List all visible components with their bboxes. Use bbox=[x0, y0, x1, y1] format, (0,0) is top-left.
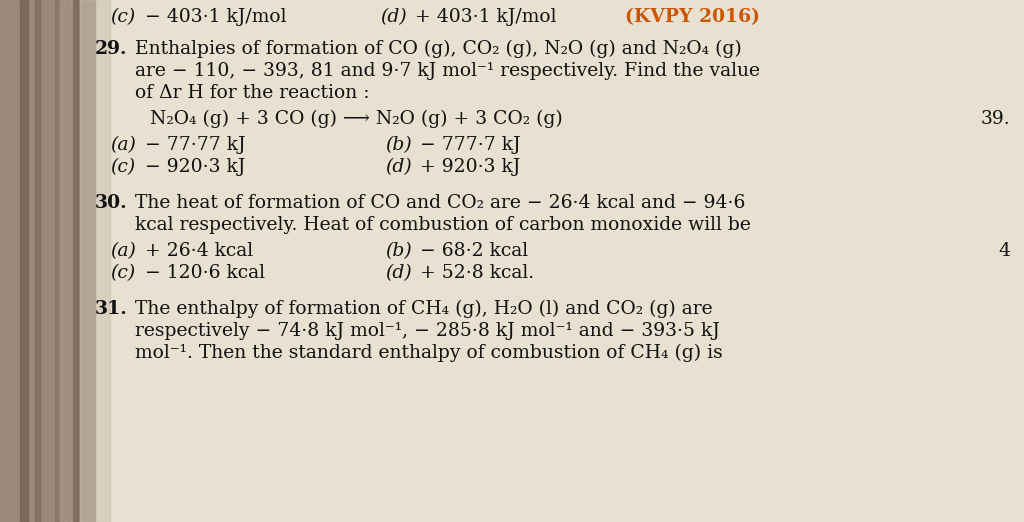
Text: kcal respectively. Heat of combustion of carbon monoxide will be: kcal respectively. Heat of combustion of… bbox=[135, 216, 751, 234]
Text: respectively − 74·8 kJ mol⁻¹, − 285·8 kJ mol⁻¹ and − 393·5 kJ: respectively − 74·8 kJ mol⁻¹, − 285·8 kJ… bbox=[135, 322, 720, 340]
Text: − 68·2 kcal: − 68·2 kcal bbox=[420, 242, 528, 260]
Text: (KVPY 2016): (KVPY 2016) bbox=[625, 8, 760, 26]
Text: − 77·77 kJ: − 77·77 kJ bbox=[145, 136, 246, 154]
Text: (a): (a) bbox=[110, 136, 136, 154]
Text: 30.: 30. bbox=[95, 194, 128, 212]
Bar bbox=[35, 0, 40, 522]
Text: (c): (c) bbox=[110, 158, 135, 176]
Text: 29.: 29. bbox=[95, 40, 128, 58]
Bar bbox=[0, 0, 95, 522]
Bar bbox=[72, 0, 78, 522]
Text: (a): (a) bbox=[110, 242, 136, 260]
Text: mol⁻¹. Then the standard enthalpy of combustion of CH₄ (g) is: mol⁻¹. Then the standard enthalpy of com… bbox=[135, 344, 723, 362]
Bar bbox=[80, 0, 110, 522]
Text: 31.: 31. bbox=[95, 300, 128, 318]
Text: (b): (b) bbox=[385, 136, 412, 154]
Text: (c): (c) bbox=[110, 264, 135, 282]
Text: The enthalpy of formation of CH₄ (g), H₂O (l) and CO₂ (g) are: The enthalpy of formation of CH₄ (g), H₂… bbox=[135, 300, 713, 318]
Text: 39.: 39. bbox=[980, 110, 1010, 128]
Text: The heat of formation of CO and CO₂ are − 26·4 kcal and − 94·6: The heat of formation of CO and CO₂ are … bbox=[135, 194, 745, 212]
Text: (d): (d) bbox=[385, 264, 412, 282]
Text: + 26·4 kcal: + 26·4 kcal bbox=[145, 242, 253, 260]
Text: − 403·1 kJ/mol: − 403·1 kJ/mol bbox=[145, 8, 287, 26]
Text: − 120·6 kcal: − 120·6 kcal bbox=[145, 264, 265, 282]
Text: N₂O₄ (g) + 3 CO (g) ⟶ N₂O (g) + 3 CO₂ (g): N₂O₄ (g) + 3 CO (g) ⟶ N₂O (g) + 3 CO₂ (g… bbox=[150, 110, 563, 128]
Bar bbox=[20, 0, 28, 522]
Text: (b): (b) bbox=[385, 242, 412, 260]
Bar bbox=[55, 0, 70, 522]
Text: Enthalpies of formation of CO (g), CO₂ (g), N₂O (g) and N₂O₄ (g): Enthalpies of formation of CO (g), CO₂ (… bbox=[135, 40, 741, 58]
Bar bbox=[60, 0, 72, 522]
Text: − 777·7 kJ: − 777·7 kJ bbox=[420, 136, 520, 154]
Text: (d): (d) bbox=[385, 158, 412, 176]
Text: (c): (c) bbox=[110, 8, 135, 26]
Text: + 403·1 kJ/mol: + 403·1 kJ/mol bbox=[415, 8, 556, 26]
Text: of Δr H for the reaction :: of Δr H for the reaction : bbox=[135, 84, 370, 102]
Text: + 52·8 kcal.: + 52·8 kcal. bbox=[420, 264, 535, 282]
Text: are − 110, − 393, 81 and 9·7 kJ mol⁻¹ respectively. Find the value: are − 110, − 393, 81 and 9·7 kJ mol⁻¹ re… bbox=[135, 62, 760, 80]
Text: 4: 4 bbox=[998, 242, 1010, 260]
Text: + 920·3 kJ: + 920·3 kJ bbox=[420, 158, 520, 176]
Text: − 920·3 kJ: − 920·3 kJ bbox=[145, 158, 246, 176]
Text: (d): (d) bbox=[380, 8, 407, 26]
